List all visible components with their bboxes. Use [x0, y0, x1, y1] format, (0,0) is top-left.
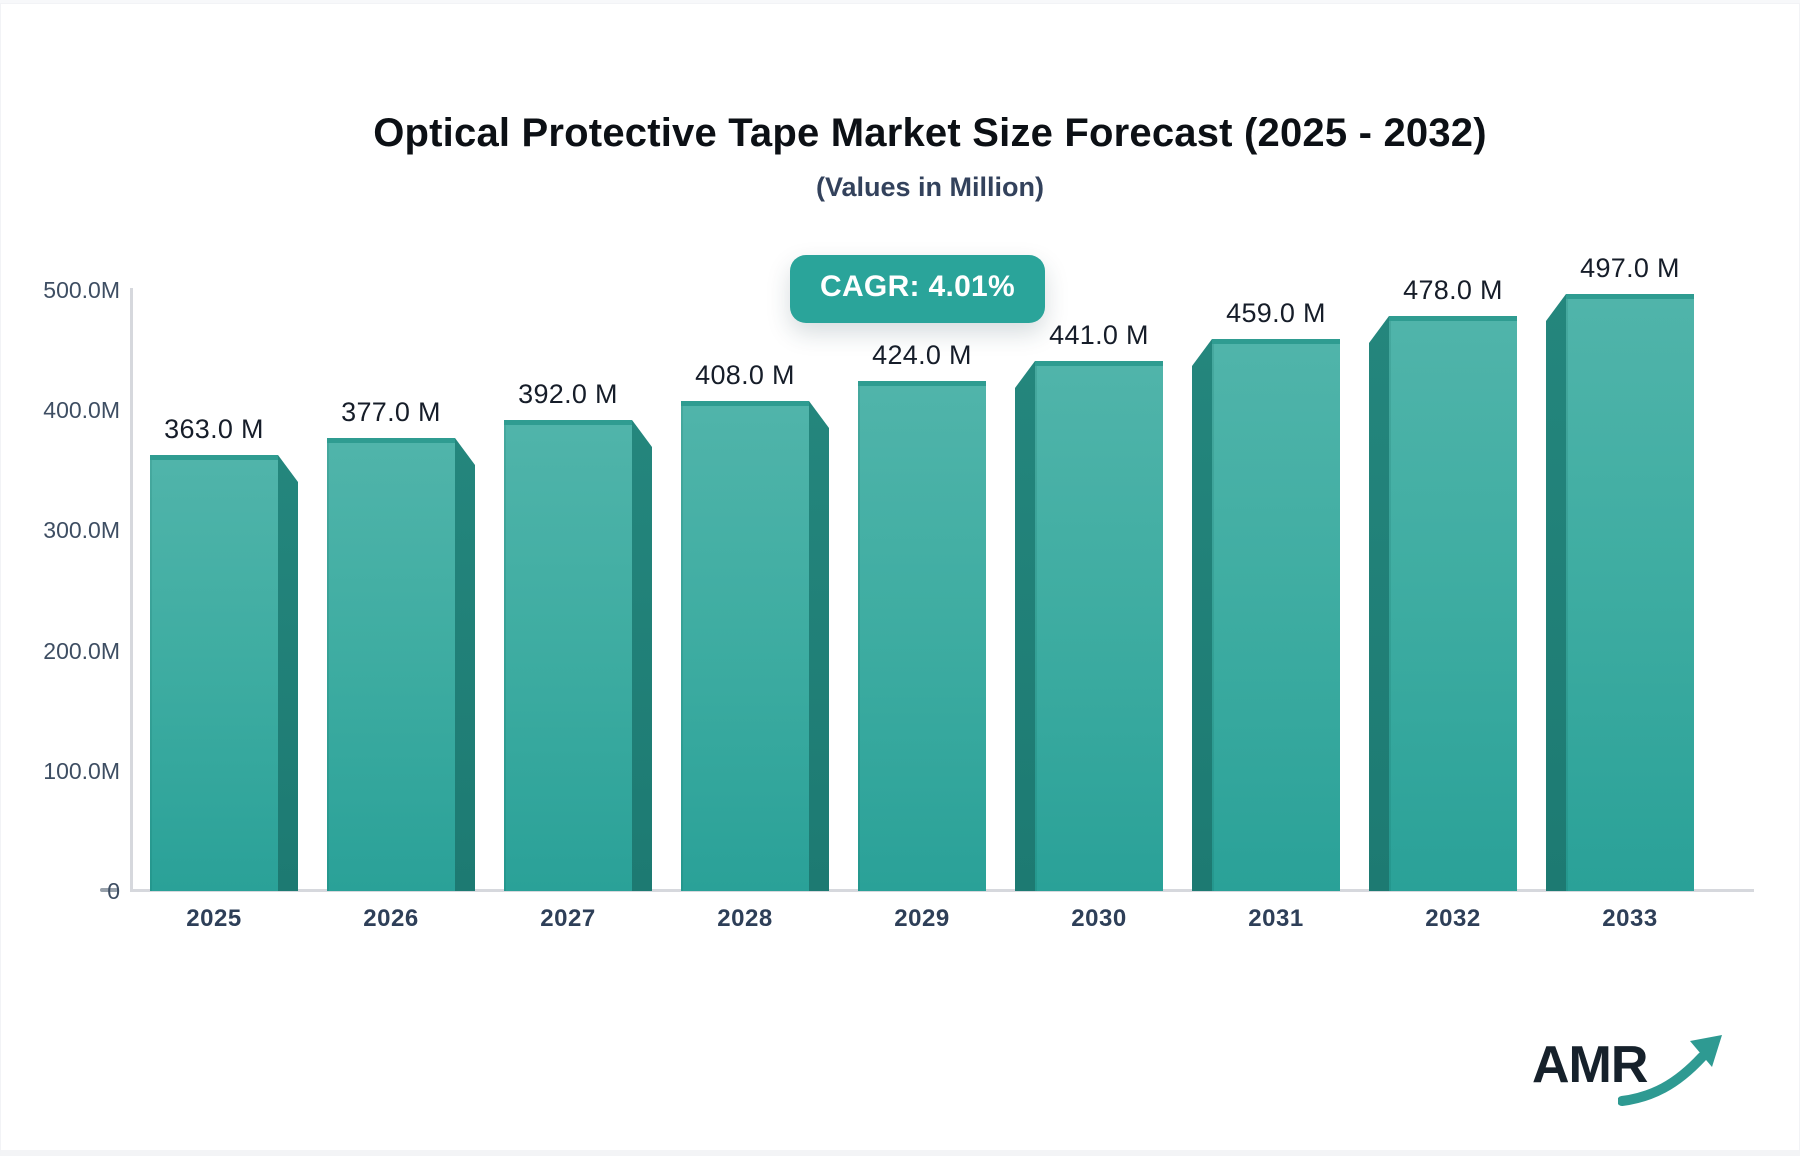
x-axis-tick-label: 2026	[363, 905, 419, 932]
bar-value-label: 478.0 M	[1403, 275, 1503, 305]
bar-value-label: 497.0 M	[1580, 253, 1680, 283]
bar-3d-side	[455, 438, 475, 891]
bar-3d-side	[278, 455, 298, 891]
cagr-badge: CAGR: 4.01%	[790, 255, 1046, 323]
y-axis-line	[130, 288, 133, 892]
y-axis-tick-label: 0	[107, 878, 120, 904]
bar-2029	[858, 381, 986, 891]
bar-2025	[150, 455, 278, 891]
bar-3d-side	[1369, 316, 1389, 891]
chart-header: Optical Protective Tape Market Size Fore…	[60, 3, 1800, 203]
bar-2027	[504, 420, 632, 891]
bar-2028	[681, 401, 809, 891]
bar-value-label: 424.0 M	[872, 340, 972, 370]
x-axis-tick-label: 2031	[1248, 905, 1304, 932]
x-axis-tick-label: 2027	[540, 905, 596, 932]
x-axis-tick-label: 2030	[1071, 905, 1127, 932]
bar-2030	[1035, 361, 1163, 891]
y-axis-tick-label: 300.0M	[43, 517, 120, 544]
y-axis-tick-label: 400.0M	[43, 397, 120, 424]
x-axis-tick-label: 2032	[1425, 905, 1481, 932]
bar-2031	[1212, 339, 1340, 891]
bar-value-label: 408.0 M	[695, 360, 795, 390]
amr-logo-text: AMR	[1532, 1036, 1648, 1094]
bar-value-label: 392.0 M	[518, 379, 618, 409]
growth-arrow-icon	[1618, 1035, 1722, 1106]
y-axis-tick-label: 200.0M	[43, 637, 120, 664]
x-axis-tick-label: 2033	[1602, 905, 1658, 932]
x-axis-tick-label: 2028	[717, 905, 773, 932]
bar-2026	[327, 438, 455, 891]
bar-value-label: 441.0 M	[1049, 320, 1149, 350]
bar-3d-side	[809, 401, 829, 891]
bar-3d-side	[632, 420, 652, 891]
bar-2033	[1566, 294, 1694, 891]
bar-value-label: 377.0 M	[341, 397, 441, 427]
bar-3d-side	[1192, 339, 1212, 891]
x-axis-tick-label: 2029	[894, 905, 950, 932]
amr-logo: AMR	[1532, 1031, 1732, 1111]
bar-3d-side	[1546, 294, 1566, 891]
bar-2032	[1389, 316, 1517, 891]
chart-subtitle: (Values in Million)	[815, 172, 1045, 202]
x-axis-tick-label: 2025	[186, 905, 242, 932]
zero-tick-mark	[100, 888, 118, 892]
bar-3d-side	[1015, 361, 1035, 891]
bar-value-label: 459.0 M	[1226, 298, 1326, 328]
y-axis-tick-label: 100.0M	[43, 757, 120, 784]
y-axis-tick-label: 500.0M	[43, 277, 120, 303]
bar-value-label: 363.0 M	[164, 414, 264, 444]
chart-title: Optical Protective Tape Market Size Fore…	[373, 111, 1487, 155]
